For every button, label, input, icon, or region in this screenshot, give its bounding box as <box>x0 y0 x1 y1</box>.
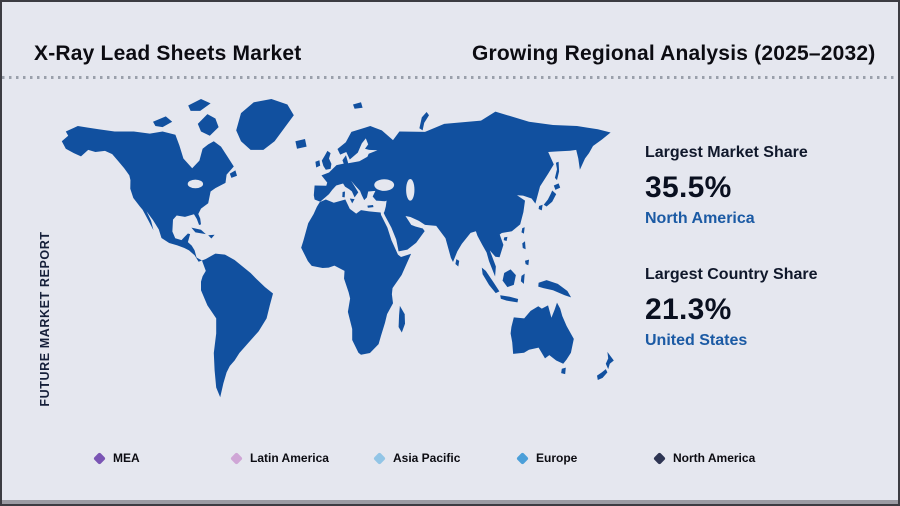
island-mindanao <box>525 259 529 266</box>
legend-marker-latin-america <box>230 451 243 465</box>
page-subtitle: Growing Regional Analysis (2025–2032) <box>472 42 876 65</box>
island-ireland <box>315 160 321 168</box>
stat-region: North America <box>645 210 755 227</box>
island-ellesmere <box>188 99 211 111</box>
island-borneo <box>502 269 516 288</box>
island-madagascar <box>398 305 405 333</box>
stat-label: Largest Country Share <box>645 266 818 283</box>
island-iceland <box>295 139 307 149</box>
island-sumatra <box>481 267 500 294</box>
island-svalbard <box>353 102 363 109</box>
legend-item-north-america: North America <box>653 449 756 467</box>
island-sakhalin <box>554 161 560 181</box>
island-tasmania <box>561 367 566 375</box>
continent-north-america <box>61 126 234 262</box>
world-landmasses <box>61 99 614 398</box>
island-baffin <box>197 114 219 136</box>
legend-item-mea: MEA <box>93 449 140 467</box>
stat-largest-country-share: Largest Country Share 21.3% United State… <box>645 265 895 351</box>
legend-label: North America <box>673 451 756 465</box>
dotted-divider <box>2 76 898 79</box>
black-sea <box>374 179 395 191</box>
caspian-sea <box>406 179 415 201</box>
island-cuba <box>191 227 206 235</box>
island-newfoundland <box>229 170 237 178</box>
page-title: X-Ray Lead Sheets Market <box>34 42 302 65</box>
legend-item-asia-pacific: Asia Pacific <box>373 449 461 467</box>
island-new-zealand-north <box>605 351 614 370</box>
island-luzon <box>522 241 526 250</box>
island-hokkaido <box>553 183 561 190</box>
island-sardinia <box>342 191 345 198</box>
legend-label: Latin America <box>250 451 329 465</box>
island-hispaniola <box>208 234 215 239</box>
island-new-zealand-south <box>597 369 608 380</box>
island-victoria <box>153 116 173 128</box>
great-lakes <box>187 179 204 189</box>
stat-value: 21.3% <box>645 293 732 326</box>
island-sri-lanka <box>455 259 460 267</box>
inland-seas <box>187 179 415 201</box>
legend-item-europe: Europe <box>516 449 578 467</box>
island-great-britain <box>321 150 332 170</box>
island-hainan <box>503 236 508 242</box>
island-novaya-zemlya <box>419 112 429 131</box>
world-map <box>61 99 614 398</box>
island-java <box>500 295 519 303</box>
continent-eurasia <box>313 111 611 277</box>
stat-largest-market-share: Largest Market Share 35.5% North America <box>645 143 895 229</box>
continent-africa <box>301 199 412 355</box>
island-sicily <box>349 198 355 204</box>
island-crete <box>367 204 374 208</box>
island-honshu <box>543 190 557 207</box>
legend-marker-mea <box>93 451 106 465</box>
legend-marker-north-america <box>653 451 666 465</box>
island-sulawesi <box>520 273 525 284</box>
island-greenland <box>236 99 294 150</box>
legend-marker-asia-pacific <box>373 451 386 465</box>
stat-region: United States <box>645 332 748 349</box>
island-new-guinea <box>538 280 572 298</box>
island-kyushu <box>538 204 543 211</box>
stat-label: Largest Market Share <box>645 144 808 161</box>
legend-label: Asia Pacific <box>393 451 461 465</box>
legend-item-latin-america: Latin America <box>230 449 329 467</box>
continent-south-america <box>201 253 273 398</box>
legend-label: MEA <box>113 451 140 465</box>
continent-australia <box>510 302 574 364</box>
legend-label: Europe <box>536 451 578 465</box>
legend-marker-europe <box>516 451 529 465</box>
island-taiwan <box>521 227 525 234</box>
stat-value: 35.5% <box>645 171 732 204</box>
